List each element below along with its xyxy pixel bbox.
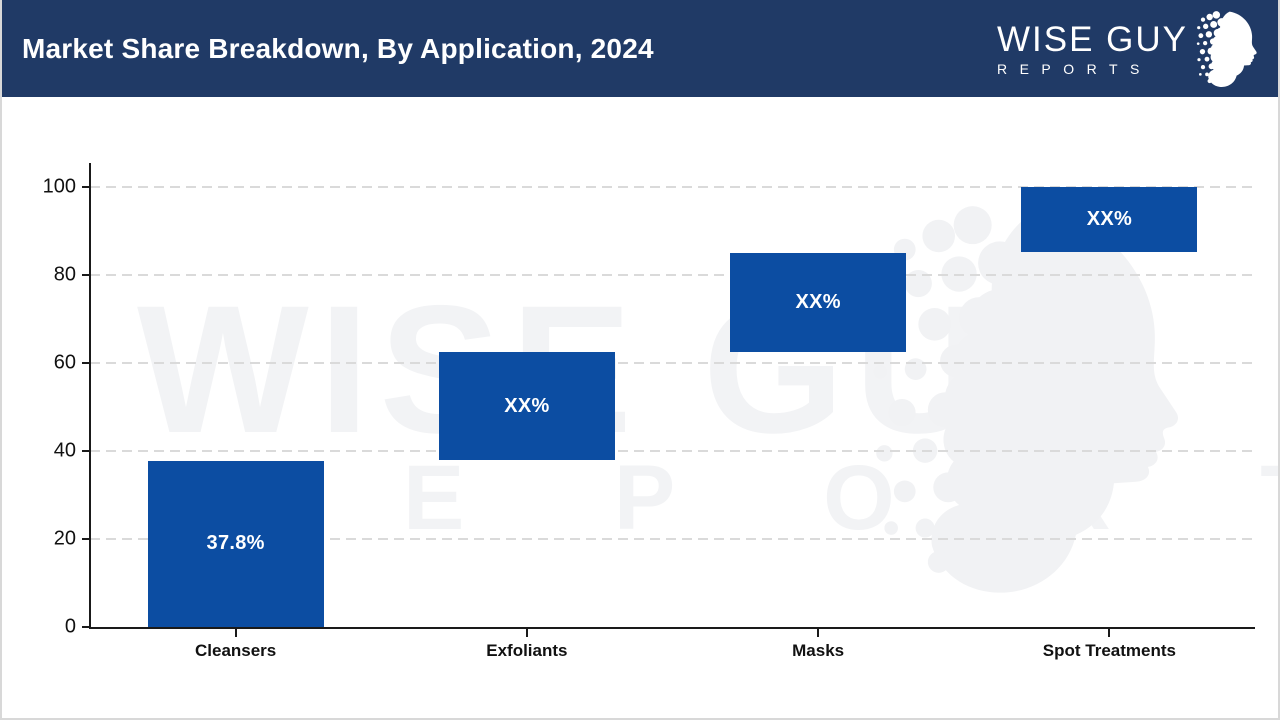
x-axis-tick	[234, 629, 237, 637]
page-title: Market Share Breakdown, By Application, …	[22, 32, 654, 64]
y-tick-label: 0	[64, 615, 76, 638]
y-tick-label: 80	[53, 263, 76, 286]
wiseguy-face-icon	[1190, 9, 1264, 89]
bar-spot-treatments: XX%	[1021, 187, 1198, 252]
y-tick-label: 100	[42, 175, 76, 198]
y-tick-label: 60	[53, 351, 76, 374]
y-axis-tick	[82, 362, 90, 364]
gridline	[90, 362, 1255, 364]
bar-exfoliants: XX%	[438, 352, 615, 461]
bar-value-label: 37.8%	[206, 532, 265, 555]
x-axis-tick	[817, 629, 820, 637]
y-axis-line	[89, 163, 91, 629]
x-category-label: Exfoliants	[486, 641, 568, 660]
x-axis-tick	[1108, 629, 1111, 637]
y-axis-tick	[82, 450, 90, 452]
wiseguy-logo: WISE GUY REPORTS	[997, 9, 1264, 89]
bar-masks: XX%	[730, 253, 907, 352]
y-axis-tick	[82, 626, 90, 628]
y-tick-label: 20	[53, 527, 76, 550]
logo-wordmark: WISE GUY	[996, 19, 1188, 59]
x-axis-line	[89, 627, 1255, 629]
y-tick-label: 40	[53, 439, 76, 462]
logo-subtext: REPORTS	[996, 60, 1152, 77]
y-axis-tick	[82, 186, 90, 188]
gridline	[90, 186, 1255, 188]
x-axis-tick	[525, 629, 528, 637]
gridline	[90, 538, 1255, 540]
gridline	[90, 274, 1255, 276]
gridline	[90, 450, 1255, 452]
bar-value-label: XX%	[1086, 207, 1133, 230]
x-category-label: Spot Treatments	[1042, 641, 1176, 660]
bar-value-label: XX%	[795, 290, 841, 313]
bar-cleansers: 37.8%	[147, 460, 324, 627]
x-category-label: Cleansers	[194, 641, 277, 660]
bar-value-label: XX%	[504, 394, 550, 417]
y-axis-tick	[82, 538, 90, 540]
y-axis-tick	[82, 274, 90, 276]
x-category-label: Masks	[792, 641, 845, 660]
header-bar: Market Share Breakdown, By Application, …	[2, 0, 1278, 97]
